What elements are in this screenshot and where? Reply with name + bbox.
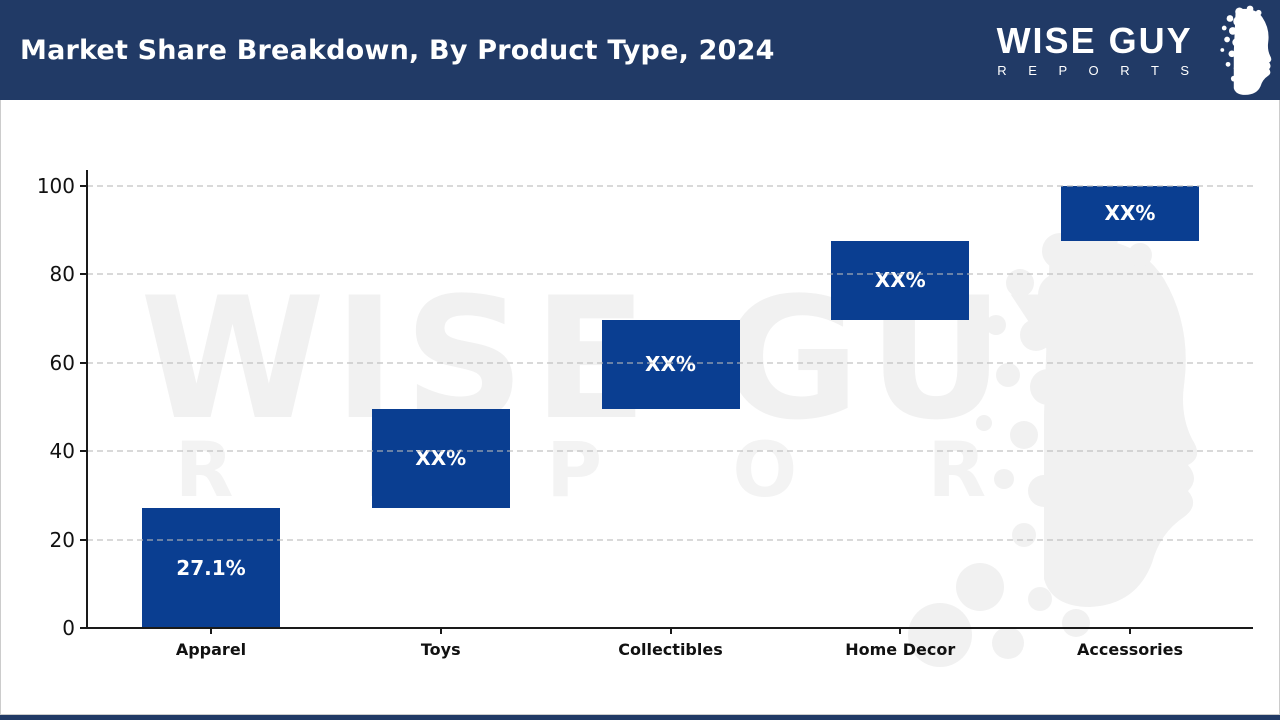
y-tick-label: 100	[36, 174, 75, 198]
x-category-label: Collectibles	[618, 640, 723, 659]
x-tick-mark	[899, 628, 902, 634]
y-tick-label: 40	[49, 439, 75, 464]
x-category-label: Apparel	[175, 640, 247, 659]
y-tick-mark	[80, 627, 87, 629]
y-tick-label: 0	[62, 616, 75, 640]
bar: XX%	[371, 408, 510, 509]
grid-line	[87, 273, 1253, 276]
x-category-label: Accessories	[1077, 640, 1183, 659]
grid-line	[87, 361, 1253, 364]
bar: XX%	[601, 319, 740, 409]
bar: 27.1%	[142, 508, 280, 628]
logo-subtitle: R E P O R T S	[997, 62, 1198, 78]
wiseguy-logo: WISE GUY R E P O R T S	[991, 0, 1272, 100]
x-tick-mark	[1129, 628, 1131, 634]
bar: XX%	[1061, 186, 1199, 241]
x-category-label: Toys	[420, 640, 461, 659]
chart-title: Market Share Breakdown, By Product Type,…	[20, 34, 775, 66]
wiseguy-face-icon	[1220, 5, 1272, 95]
y-tick-mark	[80, 185, 87, 187]
y-tick-mark	[80, 450, 87, 453]
logo-wordmark: WISE GUY	[996, 19, 1193, 61]
wiseguy-logo-text: WISE GUY R E P O R T S	[991, 19, 1198, 78]
y-axis-spine	[86, 170, 88, 629]
grid-line	[87, 450, 1253, 453]
y-tick-mark	[80, 361, 87, 364]
x-tick-mark	[669, 628, 672, 634]
x-tick-mark	[210, 628, 212, 634]
bar-value-label: XX%	[874, 268, 926, 293]
bar-value-label: XX%	[1104, 201, 1156, 226]
y-tick-label: 20	[49, 527, 75, 552]
y-tick-mark	[80, 273, 87, 276]
bar-value-label: 27.1%	[176, 556, 246, 581]
footer-bar	[0, 715, 1280, 720]
bar-value-label: XX%	[645, 352, 696, 377]
grid-line	[87, 185, 1253, 187]
grid-line	[87, 538, 1253, 541]
x-category-label: Home Decor	[845, 640, 956, 659]
x-tick-mark	[439, 628, 442, 634]
header-bar: Market Share Breakdown, By Product Type,…	[0, 0, 1280, 100]
y-tick-label: 80	[49, 262, 75, 287]
bar: XX%	[831, 240, 970, 320]
y-tick-label: 60	[49, 350, 75, 375]
y-tick-mark	[80, 538, 87, 541]
